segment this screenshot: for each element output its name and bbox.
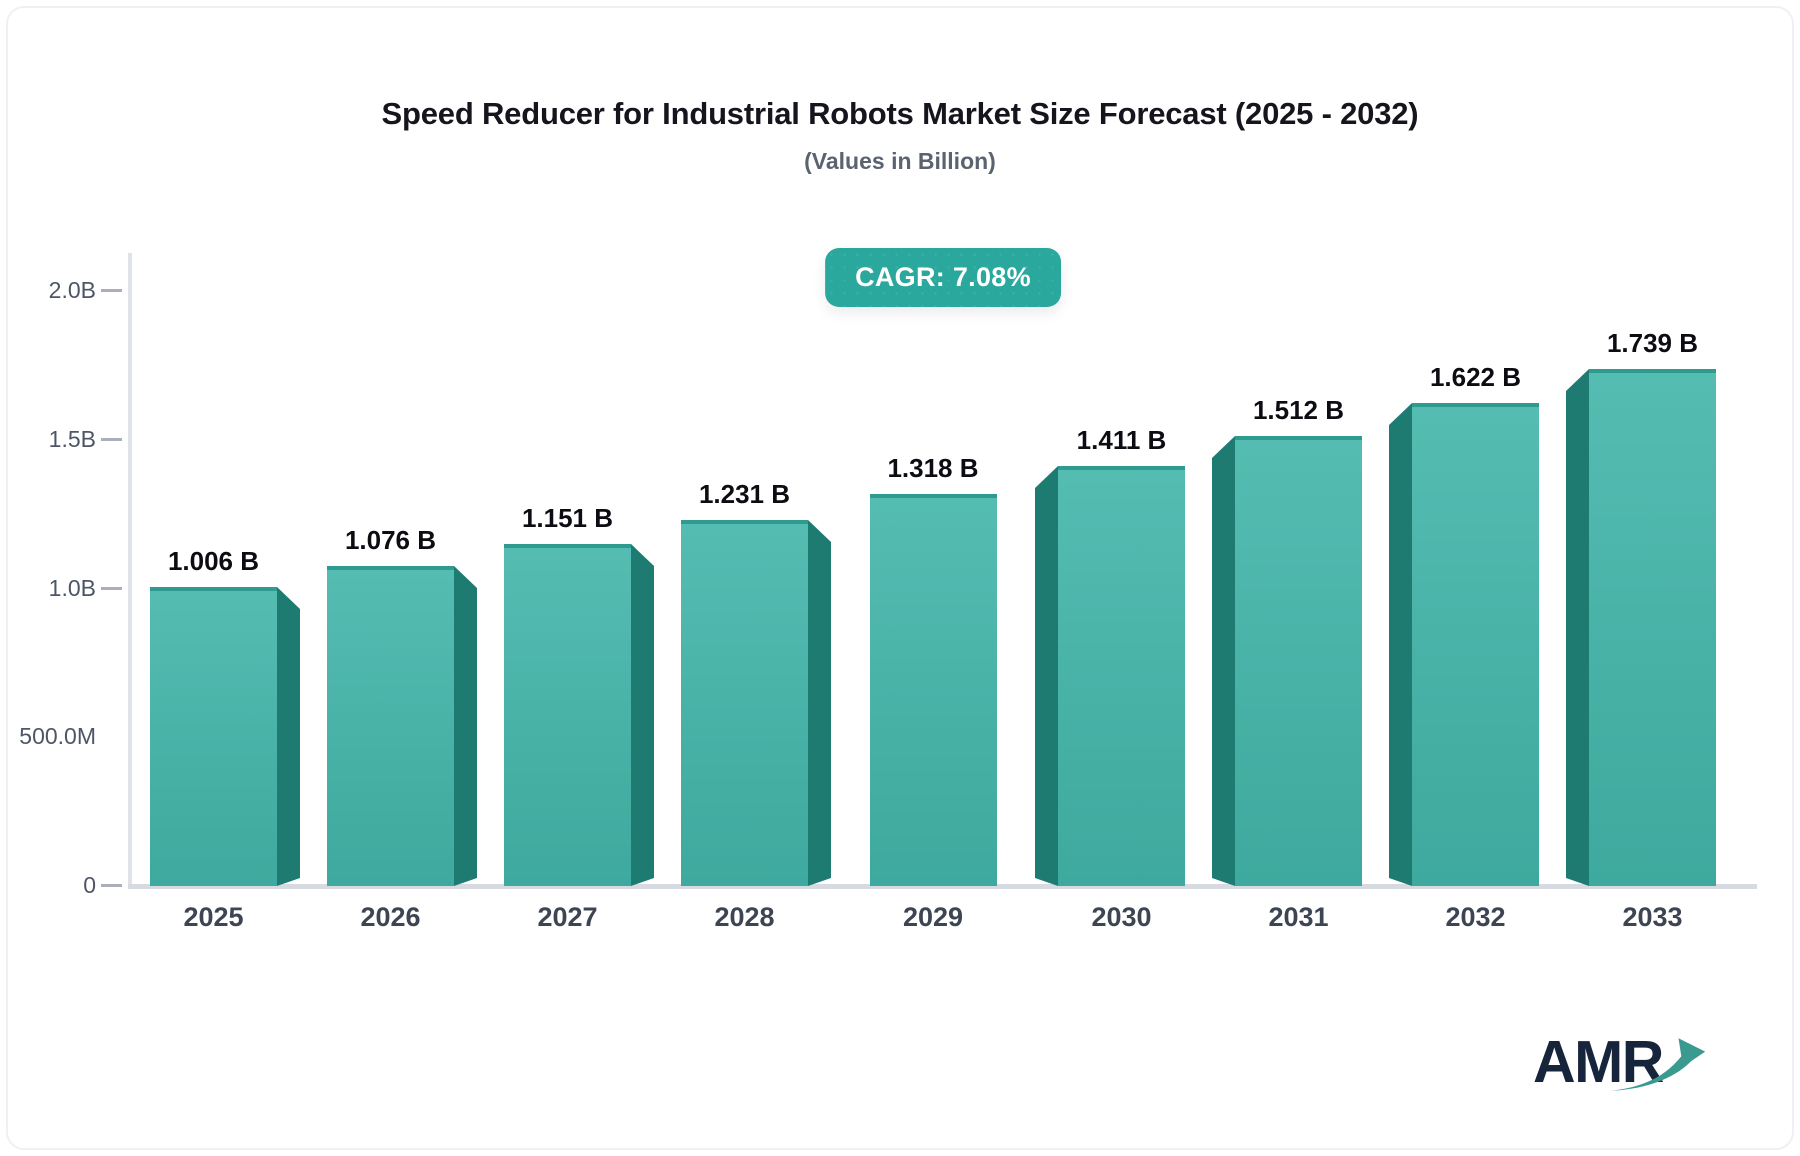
x-axis-label: 2025 — [183, 902, 244, 932]
bar-value-label: 1.739 B — [1606, 328, 1699, 358]
bar-value-label: 1.076 B — [344, 525, 437, 555]
bar-value-label: 1.151 B — [521, 503, 614, 533]
bar-column-2032: 1.622 B 2032 — [1389, 250, 1539, 932]
bar-value-label: 1.006 B — [167, 546, 260, 576]
bar-face — [504, 544, 631, 886]
bar-column-2028: 1.231 B 2028 — [681, 250, 831, 932]
x-axis-label: 2031 — [1268, 902, 1329, 932]
bar-side-3d — [1566, 369, 1589, 886]
bar-column-2033: 1.739 B 2033 — [1566, 250, 1716, 932]
x-axis-label: 2030 — [1091, 902, 1152, 932]
bar-side-3d — [808, 520, 831, 886]
bar-value-label: 1.318 B — [887, 453, 979, 483]
y-axis-line — [128, 253, 132, 886]
bar-face — [1589, 369, 1716, 886]
bar-face — [1235, 436, 1362, 886]
x-axis-label: 2032 — [1445, 902, 1506, 932]
x-axis-baseline — [128, 884, 1757, 889]
y-axis-tick-label: 2.0B — [48, 277, 96, 303]
y-axis-tick-mark — [101, 884, 122, 887]
y-axis-tick-label: 1.5B — [48, 425, 96, 452]
bar-value-label: 1.622 B — [1429, 362, 1522, 392]
y-axis-tick-label: 1.0B — [48, 574, 96, 601]
bar-value-label: 1.411 B — [1076, 425, 1167, 455]
bar-column-2030: 1.411 B 2030 — [1035, 250, 1185, 932]
bar-face — [681, 520, 808, 886]
y-axis-tick-label: 0 — [83, 872, 96, 898]
bar-side-3d — [1389, 403, 1412, 886]
cagr-badge: CAGR: 7.08% — [825, 248, 1061, 307]
bar-side-3d — [454, 566, 477, 886]
bar-column-2029: 1.318 B 2029 — [858, 250, 1008, 932]
x-axis-label: 2026 — [360, 902, 421, 932]
bar-side-3d — [277, 587, 300, 886]
x-axis-label: 2029 — [902, 902, 964, 932]
amr-logo: AMR — [1533, 1033, 1713, 1108]
amr-logo-text: AMR — [1533, 1029, 1664, 1095]
bar-side-3d — [1035, 466, 1058, 886]
bar-value-label: 1.231 B — [698, 479, 791, 509]
bar-plot-area: 1.006 B 2025 1.076 B 2026 1.151 B 2027 1.231 B… — [130, 250, 1757, 932]
bar-column-2025: 1.006 B 2025 — [150, 250, 300, 932]
bar-side-3d — [631, 544, 654, 886]
chart-subtitle: (Values in Billion) — [804, 148, 996, 174]
bar-column-2027: 1.151 B 2027 — [504, 250, 654, 932]
bar-value-label: 1.512 B — [1252, 395, 1345, 425]
x-axis-label: 2027 — [537, 902, 598, 932]
chart-title: Speed Reducer for Industrial Robots Mark… — [381, 96, 1419, 131]
growth-arrow-icon — [1610, 1038, 1706, 1091]
bar-face — [150, 587, 277, 886]
y-axis-tick-mark — [101, 586, 122, 590]
bar-face — [869, 494, 997, 886]
bar-column-2026: 1.076 B 2026 — [327, 250, 477, 932]
x-axis-label: 2033 — [1622, 902, 1683, 932]
y-axis-tick-mark — [101, 437, 122, 441]
bar-face — [327, 566, 454, 886]
x-axis-label: 2028 — [714, 902, 775, 932]
y-axis-tick-label: 500.0M — [19, 723, 96, 750]
bar-face — [1412, 403, 1539, 886]
y-axis-tick-mark — [101, 289, 122, 292]
bar-column-2031: 1.512 B 2031 — [1212, 250, 1362, 932]
bar-face — [1058, 466, 1185, 886]
bar-side-3d — [1212, 436, 1235, 886]
